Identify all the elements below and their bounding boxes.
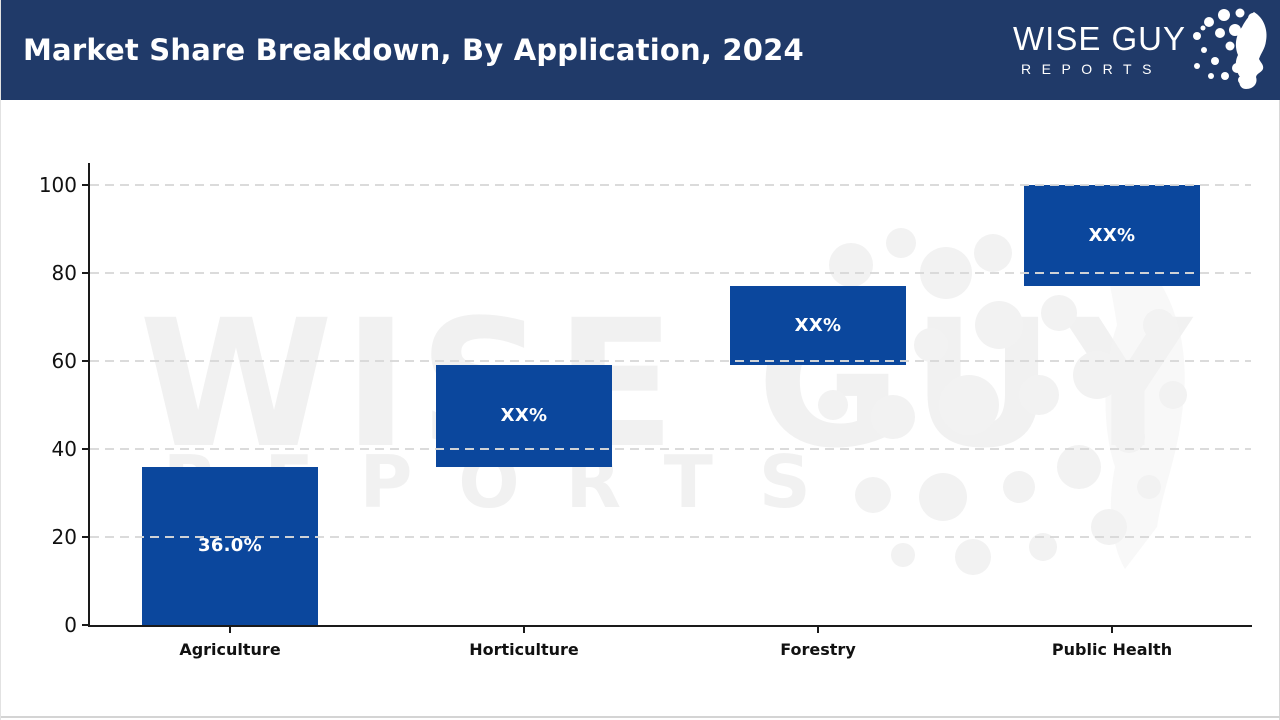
y-tick-mark-40 — [82, 448, 88, 450]
y-tick-mark-100 — [82, 184, 88, 186]
gridline-20 — [90, 536, 1251, 538]
gridline-80 — [90, 272, 1251, 274]
y-tick-mark-20 — [82, 536, 88, 538]
gridline-40 — [90, 448, 1251, 450]
gridline-60 — [90, 360, 1251, 362]
bar-horticulture: XX% — [436, 365, 612, 467]
x-tick-label-horticulture: Horticulture — [469, 640, 579, 659]
x-tick-mark — [1111, 627, 1113, 633]
y-tick-label-20: 20 — [51, 525, 77, 549]
logo-face-profile-icon — [1235, 12, 1267, 89]
bar-public-health: XX% — [1024, 185, 1200, 287]
bar-agriculture: 36.0% — [142, 466, 318, 625]
y-tick-label-80: 80 — [51, 261, 77, 285]
logo-subtext: REPORTS — [1021, 61, 1162, 77]
header-bar: Market Share Breakdown, By Application, … — [1, 0, 1280, 100]
bar-value-label: XX% — [1088, 225, 1136, 247]
x-tick-label-agriculture: Agriculture — [179, 640, 281, 659]
y-axis-line — [88, 163, 90, 627]
x-tick-mark — [817, 627, 819, 633]
bar-value-label: 36.0% — [198, 535, 262, 557]
y-tick-label-100: 100 — [38, 173, 77, 197]
x-tick-label-forestry: Forestry — [780, 640, 856, 659]
page-title: Market Share Breakdown, By Application, … — [23, 33, 804, 67]
bar-forestry: XX% — [730, 286, 906, 366]
y-tick-mark-60 — [82, 360, 88, 362]
y-tick-mark-0 — [82, 624, 88, 626]
logo-face-dots-icon — [1193, 8, 1267, 89]
gridline-100 — [90, 184, 1251, 186]
x-tick-label-public-health: Public Health — [1051, 640, 1173, 659]
x-axis-line — [88, 625, 1252, 627]
logo-wordmark: WISE GUY — [1013, 20, 1186, 57]
wise-guy-reports-logo: WISE GUY REPORTS — [1013, 8, 1267, 89]
y-tick-label-60: 60 — [51, 349, 77, 373]
y-tick-label-0: 0 — [64, 613, 77, 637]
plot-area: 36.0% XX% XX% XX% 0 20 40 60 80 100 Agriculture H… — [1, 100, 1280, 720]
y-tick-mark-80 — [82, 272, 88, 274]
bar-value-label: XX% — [794, 315, 842, 337]
x-tick-mark — [229, 627, 231, 633]
bar-value-label: XX% — [500, 405, 548, 427]
x-tick-mark — [523, 627, 525, 633]
card-bottom-border — [1, 716, 1280, 718]
y-tick-label-40: 40 — [51, 437, 77, 461]
